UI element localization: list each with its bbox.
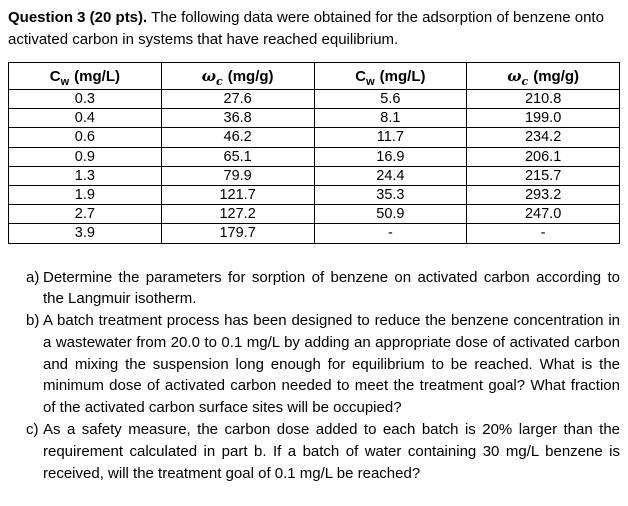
table-cell: 247.0 xyxy=(466,204,620,225)
table-cell: 3.9 xyxy=(8,223,162,244)
question-part-text: A batch treatment process has been desig… xyxy=(43,312,620,417)
header-cw-2: Cw (mg/L) xyxy=(313,62,468,90)
table-cell: 127.2 xyxy=(160,204,315,225)
header-subscript: c xyxy=(521,75,529,88)
table-cell: 8.1 xyxy=(313,108,468,129)
table-cell: 206.1 xyxy=(466,146,620,167)
question-title: Question 3 (20 pts). xyxy=(8,9,148,26)
table-cell: 234.2 xyxy=(466,127,620,148)
table-cell: 65.1 xyxy=(160,146,315,167)
question-part-marker: b) xyxy=(26,312,40,330)
question-part-marker: a) xyxy=(26,268,40,286)
question-part-marker: c) xyxy=(26,421,39,439)
table-row: 2.7 127.2 50.9 247.0 xyxy=(8,204,620,225)
header-symbol: C xyxy=(355,67,367,85)
table-cell: 1.3 xyxy=(8,165,162,186)
table-cell: 0.3 xyxy=(8,88,162,110)
table-cell: - xyxy=(466,223,620,244)
table-cell: 5.6 xyxy=(313,88,468,110)
table-cell: 215.7 xyxy=(466,165,620,186)
table-cell: 2.7 xyxy=(8,204,162,225)
header-symbol: ω xyxy=(507,67,522,85)
table-cell: 50.9 xyxy=(313,204,468,225)
table-cell: 36.8 xyxy=(160,108,315,129)
table-row: 0.9 65.1 16.9 206.1 xyxy=(8,146,620,167)
table-row: 0.6 46.2 11.7 234.2 xyxy=(8,127,620,148)
table-row: 0.3 27.6 5.6 210.8 xyxy=(8,88,620,110)
table-cell: 210.8 xyxy=(466,88,620,110)
table-cell: 121.7 xyxy=(160,184,315,206)
table-row: 1.9 121.7 35.3 293.2 xyxy=(8,184,620,206)
header-subscript: w xyxy=(60,75,70,88)
question-part-b: b) A batch treatment process has been de… xyxy=(8,310,620,419)
header-subscript: w xyxy=(366,75,375,88)
question-parts-list: a) Determine the parameters for sorption… xyxy=(8,267,620,485)
table-header-row: Cw (mg/L) ωc (mg/g) Cw (mg/L) ωc (mg/g) xyxy=(8,62,620,90)
question-intro: Question 3 (20 pts). The following data … xyxy=(8,7,620,51)
question-part-a: a) Determine the parameters for sorption… xyxy=(8,267,620,311)
table-cell: 0.9 xyxy=(8,146,162,167)
table-cell: 35.3 xyxy=(313,184,468,206)
table-cell: 16.9 xyxy=(313,146,468,167)
header-cw-1: Cw (mg/L) xyxy=(8,62,162,90)
table-cell: 79.9 xyxy=(160,165,315,186)
question-part-c: c) As a safety measure, the carbon dose … xyxy=(8,419,620,484)
header-unit: (mg/g) xyxy=(533,68,580,85)
header-symbol: C xyxy=(49,67,61,85)
table-cell: 0.4 xyxy=(8,108,162,129)
adsorption-data-table: Cw (mg/L) ωc (mg/g) Cw (mg/L) ωc (mg/g) 0.3 … xyxy=(8,62,620,244)
header-wc-1: ωc (mg/g) xyxy=(160,62,315,90)
header-symbol: ω xyxy=(201,67,216,85)
table-row: 1.3 79.9 24.4 215.7 xyxy=(8,165,620,186)
question-part-text: As a safety measure, the carbon dose add… xyxy=(43,421,620,482)
table-cell: 24.4 xyxy=(313,165,468,186)
table-cell: 293.2 xyxy=(466,184,620,206)
header-subscript: c xyxy=(216,75,223,88)
table-cell: 11.7 xyxy=(313,127,468,148)
table-cell: 199.0 xyxy=(466,108,620,129)
question-intro-text: The following data were obtained for the… xyxy=(8,9,604,48)
table-cell: 46.2 xyxy=(160,127,315,148)
header-unit: (mg/L) xyxy=(74,67,120,85)
table-cell: 1.9 xyxy=(8,184,162,206)
question-part-text: Determine the parameters for sorption of… xyxy=(43,268,620,308)
table-row: 0.4 36.8 8.1 199.0 xyxy=(8,108,620,129)
table-row: 3.9 179.7 - - xyxy=(8,223,620,244)
header-unit: (mg/L) xyxy=(379,67,426,85)
table-cell: - xyxy=(313,223,468,244)
header-unit: (mg/g) xyxy=(227,68,274,85)
header-wc-2: ωc (mg/g) xyxy=(466,62,620,90)
table-cell: 179.7 xyxy=(160,223,315,244)
table-cell: 27.6 xyxy=(160,88,315,110)
table-cell: 0.6 xyxy=(8,127,162,148)
